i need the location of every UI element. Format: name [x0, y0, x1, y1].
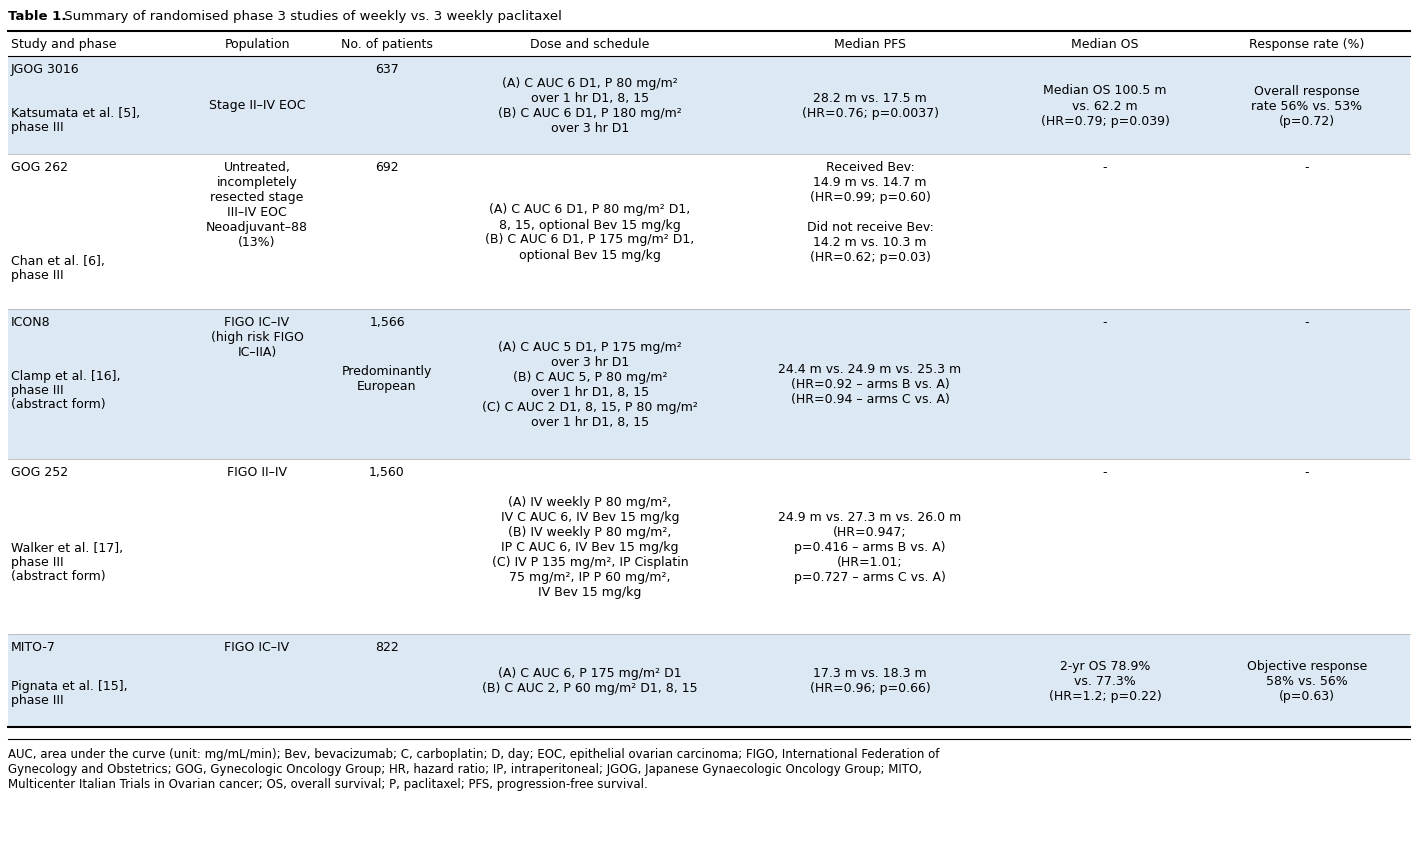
Text: Median OS: Median OS [1071, 38, 1139, 51]
Text: (A) IV weekly P 80 mg/m²,
IV C AUC 6, IV Bev 15 mg/kg
(B) IV weekly P 80 mg/m²,
: (A) IV weekly P 80 mg/m², IV C AUC 6, IV… [492, 496, 688, 598]
Text: 28.2 m vs. 17.5 m
(HR=0.76; p=0.0037): 28.2 m vs. 17.5 m (HR=0.76; p=0.0037) [801, 92, 939, 120]
Text: (A) C AUC 6, P 175 mg/m² D1
(B) C AUC 2, P 60 mg/m² D1, 8, 15: (A) C AUC 6, P 175 mg/m² D1 (B) C AUC 2,… [482, 667, 698, 694]
Text: Objective response
58% vs. 56%
(p=0.63): Objective response 58% vs. 56% (p=0.63) [1246, 659, 1367, 702]
Text: 2-yr OS 78.9%
vs. 77.3%
(HR=1.2; p=0.22): 2-yr OS 78.9% vs. 77.3% (HR=1.2; p=0.22) [1049, 659, 1161, 702]
Text: GOG 252: GOG 252 [11, 466, 68, 479]
Text: 692: 692 [376, 161, 398, 174]
Text: 17.3 m vs. 18.3 m
(HR=0.96; p=0.66): 17.3 m vs. 18.3 m (HR=0.96; p=0.66) [810, 667, 930, 694]
Text: Untreated,
incompletely
resected stage
III–IV EOC
Neoadjuvant–88
(13%): Untreated, incompletely resected stage I… [206, 161, 308, 249]
Text: Stage II–IV EOC: Stage II–IV EOC [208, 100, 305, 113]
Text: -: - [1103, 316, 1107, 328]
Text: FIGO II–IV: FIGO II–IV [227, 466, 286, 479]
Text: No. of patients: No. of patients [342, 38, 432, 51]
Text: FIGO IC–IV: FIGO IC–IV [224, 641, 289, 653]
Text: Study and phase: Study and phase [11, 38, 116, 51]
Text: -: - [1305, 466, 1309, 479]
Text: -: - [1305, 161, 1309, 174]
Text: Population: Population [224, 38, 289, 51]
Text: Summary of randomised phase 3 studies of weekly vs. 3 weekly paclitaxel: Summary of randomised phase 3 studies of… [60, 10, 562, 23]
Text: 24.4 m vs. 24.9 m vs. 25.3 m
(HR=0.92 – arms B vs. A)
(HR=0.94 – arms C vs. A): 24.4 m vs. 24.9 m vs. 25.3 m (HR=0.92 – … [778, 363, 961, 406]
Text: Median OS 100.5 m
vs. 62.2 m
(HR=0.79; p=0.039): Median OS 100.5 m vs. 62.2 m (HR=0.79; p… [1041, 84, 1170, 127]
Text: 637: 637 [376, 63, 398, 76]
Text: -: - [1103, 466, 1107, 479]
Bar [9, 460, 1409, 635]
Text: ICON8: ICON8 [11, 316, 51, 328]
Text: Table 1.: Table 1. [9, 10, 67, 23]
Text: JGOG 3016: JGOG 3016 [11, 63, 79, 76]
Text: Pignata et al. [15],: Pignata et al. [15], [11, 679, 128, 692]
Text: -: - [1103, 161, 1107, 174]
Bar [9, 310, 1409, 460]
Text: phase III: phase III [11, 384, 64, 397]
Bar [9, 154, 1409, 310]
Text: Response rate (%): Response rate (%) [1249, 38, 1364, 51]
Text: phase III: phase III [11, 555, 64, 568]
Text: (abstract form): (abstract form) [11, 569, 105, 583]
Text: (A) C AUC 5 D1, P 175 mg/m²
over 3 hr D1
(B) C AUC 5, P 80 mg/m²
over 1 hr D1, 8: (A) C AUC 5 D1, P 175 mg/m² over 3 hr D1… [482, 340, 698, 428]
Bar [9, 32, 1409, 57]
Text: (A) C AUC 6 D1, P 80 mg/m² D1,
8, 15, optional Bev 15 mg/kg
(B) C AUC 6 D1, P 17: (A) C AUC 6 D1, P 80 mg/m² D1, 8, 15, op… [485, 203, 695, 261]
Text: Predominantly
European: Predominantly European [342, 364, 432, 392]
Text: phase III: phase III [11, 269, 64, 281]
Text: GOG 262: GOG 262 [11, 161, 68, 174]
Text: -: - [1305, 316, 1309, 328]
Text: Chan et al. [6],: Chan et al. [6], [11, 255, 105, 268]
Text: Median PFS: Median PFS [834, 38, 906, 51]
Text: 822: 822 [376, 641, 398, 653]
Text: 1,566: 1,566 [369, 316, 404, 328]
Text: Katsumata et al. [5],: Katsumata et al. [5], [11, 107, 140, 120]
Text: (A) C AUC 6 D1, P 80 mg/m²
over 1 hr D1, 8, 15
(B) C AUC 6 D1, P 180 mg/m²
over : (A) C AUC 6 D1, P 80 mg/m² over 1 hr D1,… [498, 77, 682, 135]
Text: (abstract form): (abstract form) [11, 397, 105, 410]
Text: Dose and schedule: Dose and schedule [530, 38, 649, 51]
Text: 1,560: 1,560 [369, 466, 406, 479]
Text: Clamp et al. [16],: Clamp et al. [16], [11, 369, 121, 382]
Text: Received Bev:
14.9 m vs. 14.7 m
(HR=0.99; p=0.60)

Did not receive Bev:
14.2 m v: Received Bev: 14.9 m vs. 14.7 m (HR=0.99… [807, 161, 933, 264]
Text: phase III: phase III [11, 121, 64, 134]
Text: MITO-7: MITO-7 [11, 641, 55, 653]
Text: AUC, area under the curve (unit: mg/mL/min); Bev, bevacizumab; C, carboplatin; D: AUC, area under the curve (unit: mg/mL/m… [9, 747, 939, 790]
Text: FIGO IC–IV
(high risk FIGO
IC–IIA): FIGO IC–IV (high risk FIGO IC–IIA) [210, 316, 303, 358]
Text: phase III: phase III [11, 693, 64, 706]
Text: Overall response
rate 56% vs. 53%
(p=0.72): Overall response rate 56% vs. 53% (p=0.7… [1252, 84, 1363, 127]
Text: 24.9 m vs. 27.3 m vs. 26.0 m
(HR=0.947;
p=0.416 – arms B vs. A)
(HR=1.01;
p=0.72: 24.9 m vs. 27.3 m vs. 26.0 m (HR=0.947; … [778, 510, 961, 583]
Text: Walker et al. [17],: Walker et al. [17], [11, 542, 123, 554]
Bar [9, 57, 1409, 154]
Bar [9, 635, 1409, 727]
